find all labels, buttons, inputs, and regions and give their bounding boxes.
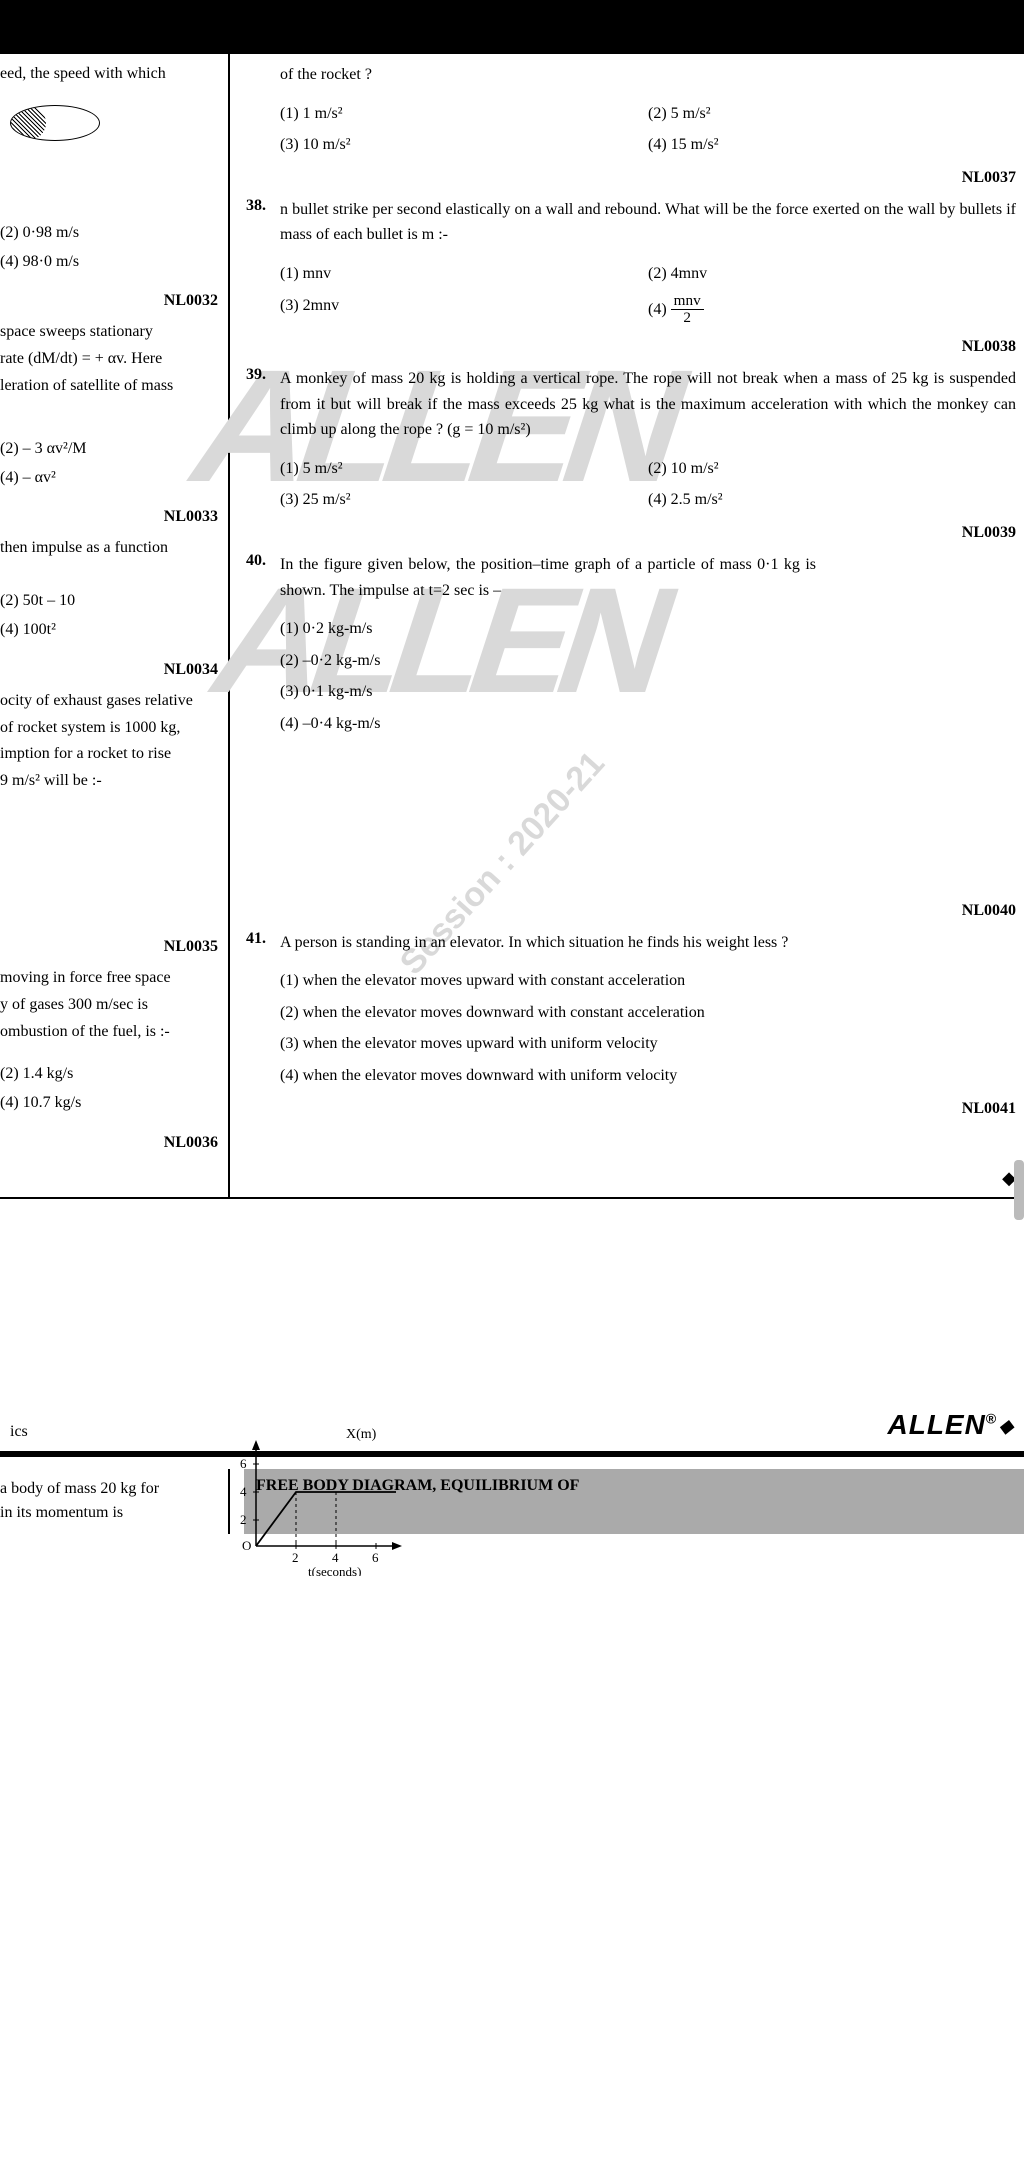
q38-opt4-fraction: mnv 2 — [671, 293, 704, 327]
svg-text:6: 6 — [372, 1550, 379, 1565]
q39-opt2: (2) 10 m/s² — [648, 453, 1016, 485]
q38-opt2: (2) 4mnv — [648, 258, 1016, 290]
right-column: ALLEN ALLEN Session : 2020-21 of the roc… — [230, 54, 1024, 1197]
coin-icon — [10, 105, 100, 141]
page2-l1: a body of mass 20 kg for — [0, 1477, 218, 1502]
left-opt-a4: (4) 98·0 m/s — [0, 250, 218, 275]
q37-tail: of the rocket ? — [280, 62, 1016, 88]
q37-opt2: (2) 5 m/s² — [648, 98, 1016, 130]
q38-options: (1) mnv (2) 4mnv (3) 2mnv (4) mnv 2 — [280, 258, 1016, 330]
allen-logo-text: ALLEN — [888, 1409, 986, 1440]
page-footer: ics ALLEN®◆ — [0, 1369, 1024, 1457]
q38-number: 38. — [246, 197, 280, 248]
scrollbar[interactable] — [1014, 1160, 1024, 1220]
q39-opt3: (3) 25 m/s² — [280, 484, 648, 516]
q41-text: A person is standing in an elevator. In … — [280, 930, 1016, 956]
svg-text:4: 4 — [240, 1484, 247, 1499]
q40-options: (1) 0·2 kg-m/s (2) –0·2 kg-m/s (3) 0·1 k… — [280, 613, 1016, 739]
page-columns: eed, the speed with which (2) 0·98 m/s (… — [0, 54, 1024, 1199]
q39-text: A monkey of mass 20 kg is holding a vert… — [280, 366, 1016, 443]
left-frag-2c: leration of satellite of mass — [0, 374, 218, 399]
code-nl0034: NL0034 — [0, 661, 218, 679]
q40-graph: X(m) O 6 4 2 2 4 6 t(seconds) — [226, 1426, 406, 1576]
code-nl0036: NL0036 — [0, 1134, 218, 1152]
left-frag-4a: ocity of exhaust gases relative — [0, 689, 218, 714]
code-nl0038: NL0038 — [246, 338, 1016, 356]
q41-opt2: (2) when the elevator moves downward wit… — [280, 997, 1016, 1029]
page-end-diamond: ◆ — [246, 1168, 1016, 1189]
q41-options: (1) when the elevator moves upward with … — [280, 965, 1016, 1091]
next-page-top: a body of mass 20 kg for in its momentum… — [0, 1457, 1024, 1535]
left-opt-c4: (4) 100t² — [0, 618, 218, 643]
q38-opt1: (1) mnv — [280, 258, 648, 290]
q41-opt3: (3) when the elevator moves upward with … — [280, 1028, 1016, 1060]
q41-opt1: (1) when the elevator moves upward with … — [280, 965, 1016, 997]
registered-mark: ® — [986, 1410, 997, 1426]
code-nl0037: NL0037 — [246, 169, 1016, 187]
q41-number: 41. — [246, 930, 280, 956]
left-opt-d4: (4) 10.7 kg/s — [0, 1091, 218, 1116]
left-frag-1: eed, the speed with which — [0, 62, 218, 87]
left-opt-c2: (2) 50t – 10 — [0, 589, 218, 614]
left-opt-a2: (2) 0·98 m/s — [0, 221, 218, 246]
q38-opt4-prefix: (4) — [648, 300, 671, 317]
q38-opt4-top: mnv — [671, 293, 704, 311]
top-black-bar — [0, 0, 1024, 54]
q37-opt4: (4) 15 m/s² — [648, 129, 1016, 161]
q37-opt3: (3) 10 m/s² — [280, 129, 648, 161]
left-frag-3: then impulse as a function — [0, 536, 218, 561]
left-frag-2b: rate (dM/dt) = + αv. Here — [0, 347, 218, 372]
q38-opt4-bot: 2 — [671, 310, 704, 327]
page2-l2: in its momentum is — [0, 1501, 218, 1526]
code-nl0033: NL0033 — [0, 508, 218, 526]
left-opt-b2: (2) – 3 αv²/M — [0, 437, 218, 462]
q38-text: n bullet strike per second elastically o… — [280, 197, 1016, 248]
left-frag-5a: moving in force free space — [0, 966, 218, 991]
left-frag-4d: 9 m/s² will be :- — [0, 769, 218, 794]
left-frag-5c: ombustion of the fuel, is :- — [0, 1020, 218, 1045]
q41-opt4: (4) when the elevator moves downward wit… — [280, 1060, 1016, 1092]
code-nl0035: NL0035 — [0, 938, 218, 956]
left-opt-b4: (4) – αv² — [0, 466, 218, 491]
left-frag-4b: of rocket system is 1000 kg, — [0, 716, 218, 741]
q40-opt4: (4) –0·4 kg-m/s — [280, 708, 816, 740]
q40-number: 40. — [246, 552, 280, 603]
code-nl0041: NL0041 — [246, 1100, 1016, 1118]
svg-text:2: 2 — [240, 1512, 247, 1527]
graph-xlabel: t(seconds) — [308, 1564, 361, 1576]
q37-options: (1) 1 m/s² (2) 5 m/s² (3) 10 m/s² (4) 15… — [280, 98, 1016, 161]
svg-text:6: 6 — [240, 1456, 247, 1471]
allen-logo: ALLEN®◆ — [888, 1409, 1015, 1441]
left-column: eed, the speed with which (2) 0·98 m/s (… — [0, 54, 230, 1197]
code-nl0039: NL0039 — [246, 524, 1016, 542]
code-nl0032: NL0032 — [0, 292, 218, 310]
q39-options: (1) 5 m/s² (2) 10 m/s² (3) 25 m/s² (4) 2… — [280, 453, 1016, 516]
left-frag-5b: y of gases 300 m/sec is — [0, 993, 218, 1018]
q39-opt1: (1) 5 m/s² — [280, 453, 648, 485]
footer-left-fragment: ics — [10, 1423, 28, 1441]
graph-origin: O — [242, 1538, 251, 1553]
code-nl0040: NL0040 — [246, 902, 1016, 920]
q39-opt4: (4) 2.5 m/s² — [648, 484, 1016, 516]
svg-text:2: 2 — [292, 1550, 299, 1565]
page2-left: a body of mass 20 kg for in its momentum… — [0, 1469, 230, 1535]
graph-ylabel: X(m) — [346, 1427, 377, 1442]
q40-opt1: (1) 0·2 kg-m/s — [280, 613, 816, 645]
q40-opt2: (2) –0·2 kg-m/s — [280, 645, 816, 677]
left-frag-4c: imption for a rocket to rise — [0, 742, 218, 767]
graph-svg: X(m) O 6 4 2 2 4 6 t(seconds) — [226, 1426, 406, 1576]
q38-opt4: (4) mnv 2 — [648, 290, 1016, 330]
q37-opt1: (1) 1 m/s² — [280, 98, 648, 130]
left-opt-d2: (2) 1.4 kg/s — [0, 1062, 218, 1087]
left-frag-2a: space sweeps stationary — [0, 320, 218, 345]
q38-opt3: (3) 2mnv — [280, 290, 648, 330]
q39-number: 39. — [246, 366, 280, 443]
svg-text:4: 4 — [332, 1550, 339, 1565]
q40-text: In the figure given below, the position–… — [280, 552, 1016, 603]
q40-opt3: (3) 0·1 kg-m/s — [280, 676, 816, 708]
